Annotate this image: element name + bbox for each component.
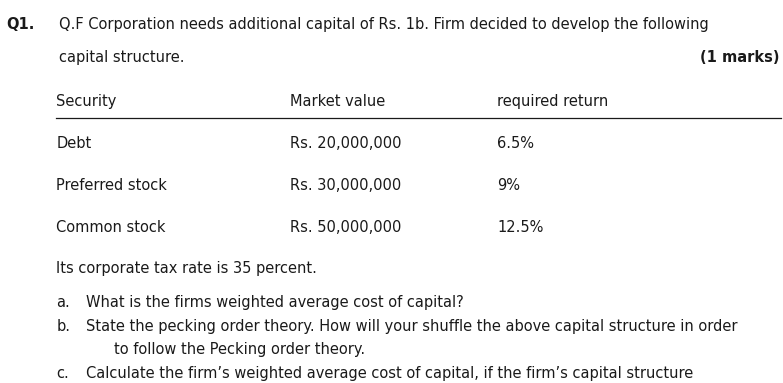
Text: 12.5%: 12.5% <box>497 220 543 235</box>
Text: Market value: Market value <box>290 94 385 109</box>
Text: 9%: 9% <box>497 178 520 193</box>
Text: c.: c. <box>56 366 69 381</box>
Text: Rs. 20,000,000: Rs. 20,000,000 <box>290 136 401 151</box>
Text: State the pecking order theory. How will your shuffle the above capital structur: State the pecking order theory. How will… <box>86 319 738 334</box>
Text: Q1.: Q1. <box>6 17 34 32</box>
Text: What is the firms weighted average cost of capital?: What is the firms weighted average cost … <box>86 295 464 310</box>
Text: Security: Security <box>56 94 117 109</box>
Text: (1 marks): (1 marks) <box>699 50 779 65</box>
Text: Common stock: Common stock <box>56 220 166 235</box>
Text: a.: a. <box>56 295 70 310</box>
Text: to follow the Pecking order theory.: to follow the Pecking order theory. <box>114 342 365 357</box>
Text: required return: required return <box>497 94 608 109</box>
Text: Q.F Corporation needs additional capital of Rs. 1b. Firm decided to develop the : Q.F Corporation needs additional capital… <box>59 17 709 32</box>
Text: Calculate the firm’s weighted average cost of capital, if the firm’s capital str: Calculate the firm’s weighted average co… <box>86 366 694 381</box>
Text: Debt: Debt <box>56 136 92 151</box>
Text: Rs. 50,000,000: Rs. 50,000,000 <box>290 220 401 235</box>
Text: Its corporate tax rate is 35 percent.: Its corporate tax rate is 35 percent. <box>56 261 317 276</box>
Text: b.: b. <box>56 319 70 334</box>
Text: 6.5%: 6.5% <box>497 136 534 151</box>
Text: Preferred stock: Preferred stock <box>56 178 168 193</box>
Text: capital structure.: capital structure. <box>59 50 184 65</box>
Text: Rs. 30,000,000: Rs. 30,000,000 <box>290 178 401 193</box>
